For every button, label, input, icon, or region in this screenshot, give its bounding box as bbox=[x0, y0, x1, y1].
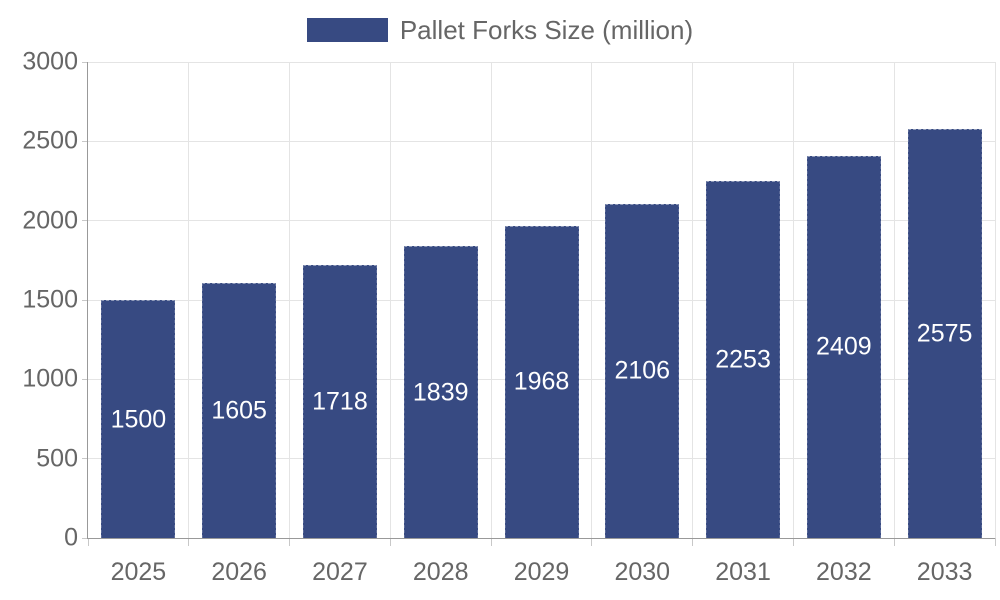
x-axis-tick bbox=[289, 538, 291, 546]
x-axis-label: 2026 bbox=[211, 558, 267, 586]
gridline-vertical bbox=[792, 62, 794, 538]
bar-value-label: 1500 bbox=[110, 405, 167, 433]
x-axis-tick bbox=[389, 538, 391, 546]
bar-2030[interactable]: 2106 bbox=[605, 203, 680, 538]
gridline-vertical bbox=[289, 62, 291, 538]
gridline-vertical bbox=[692, 62, 694, 538]
bar-value-label: 1839 bbox=[412, 378, 469, 407]
gridline-vertical bbox=[389, 62, 391, 538]
y-axis-label: 500 bbox=[36, 444, 78, 473]
x-axis-tick bbox=[188, 538, 190, 546]
y-axis-tick bbox=[82, 220, 88, 222]
gridline-vertical bbox=[994, 62, 996, 538]
y-axis-label: 1500 bbox=[22, 285, 78, 314]
bar-2031[interactable]: 2253 bbox=[706, 180, 781, 538]
gridline-horizontal bbox=[88, 61, 995, 63]
y-axis-label: 2000 bbox=[22, 206, 78, 235]
gridline-vertical bbox=[591, 62, 593, 538]
y-axis-tick bbox=[82, 61, 88, 63]
bar-value-label: 1718 bbox=[312, 387, 368, 416]
y-axis-label: 3000 bbox=[22, 47, 78, 76]
legend-label: Pallet Forks Size (million) bbox=[399, 15, 694, 45]
x-axis-label: 2025 bbox=[110, 558, 167, 586]
bar-value-label: 1968 bbox=[513, 367, 570, 396]
x-axis-tick bbox=[994, 538, 996, 546]
y-axis-tick bbox=[82, 378, 88, 380]
legend-swatch bbox=[306, 18, 388, 42]
bar-value-label: 2106 bbox=[614, 356, 671, 385]
gridline-horizontal bbox=[88, 220, 995, 222]
bar-2033[interactable]: 2575 bbox=[907, 129, 982, 538]
bar-value-label: 2253 bbox=[715, 345, 771, 374]
x-axis-label: 2029 bbox=[513, 558, 570, 586]
bar-2026[interactable]: 1605 bbox=[202, 283, 277, 538]
y-axis-tick bbox=[82, 140, 88, 142]
x-axis-label: 2027 bbox=[312, 558, 368, 586]
x-axis-tick bbox=[792, 538, 794, 546]
bar-value-label: 1605 bbox=[211, 396, 267, 425]
x-axis-label: 2033 bbox=[916, 558, 973, 586]
x-axis-label: 2031 bbox=[715, 558, 771, 586]
bar-value-label: 2575 bbox=[916, 319, 973, 348]
gridline-vertical bbox=[893, 62, 895, 538]
bar-2028[interactable]: 1839 bbox=[403, 246, 478, 538]
x-axis-tick bbox=[893, 538, 895, 546]
x-axis-label: 2030 bbox=[614, 558, 671, 586]
bar-2032[interactable]: 2409 bbox=[806, 155, 881, 538]
y-axis-tick bbox=[82, 458, 88, 460]
bar-2027[interactable]: 1718 bbox=[302, 265, 377, 538]
y-axis-line bbox=[87, 62, 88, 538]
x-axis-label: 2028 bbox=[412, 558, 469, 586]
bar-2025[interactable]: 1500 bbox=[101, 300, 176, 538]
gridline-vertical bbox=[490, 62, 492, 538]
gridline-vertical bbox=[188, 62, 190, 538]
x-axis-tick bbox=[591, 538, 593, 546]
y-axis-tick bbox=[82, 299, 88, 301]
bar-2029[interactable]: 1968 bbox=[504, 225, 579, 538]
x-axis-label: 2032 bbox=[816, 558, 872, 586]
legend-item[interactable]: Pallet Forks Size (million) bbox=[0, 16, 1000, 44]
y-axis-tick bbox=[82, 537, 88, 539]
x-axis-tick bbox=[490, 538, 492, 546]
bar-value-label: 2409 bbox=[816, 332, 872, 361]
x-axis-tick bbox=[692, 538, 694, 546]
y-axis-label: 0 bbox=[64, 523, 78, 552]
y-axis-label: 1000 bbox=[22, 364, 78, 393]
gridline-horizontal bbox=[88, 140, 995, 142]
x-axis-tick bbox=[87, 538, 89, 546]
y-axis-label: 2500 bbox=[22, 126, 78, 155]
x-axis-line bbox=[87, 538, 995, 539]
